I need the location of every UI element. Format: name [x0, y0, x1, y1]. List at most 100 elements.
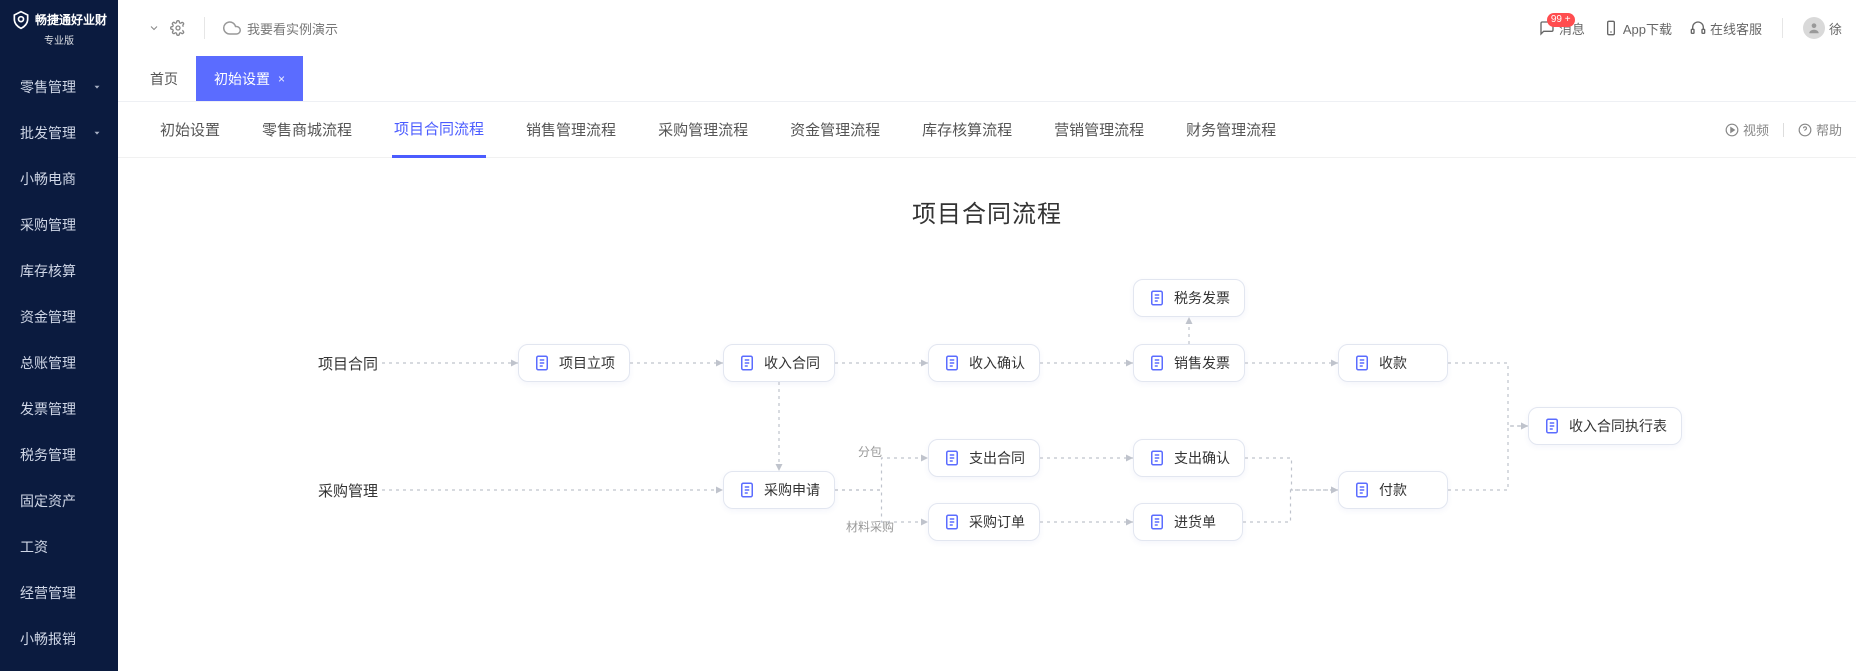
subtab-6[interactable]: 库存核算流程 — [920, 103, 1014, 156]
gear-icon[interactable] — [170, 20, 186, 36]
sidebar-item-10[interactable]: 工资 — [0, 524, 118, 570]
subtab-divider — [1783, 123, 1784, 137]
user-name: 徐 — [1829, 19, 1842, 38]
sidebar-item-6[interactable]: 总账管理 — [0, 340, 118, 386]
document-icon — [1148, 513, 1166, 531]
topbar-divider-2 — [1782, 18, 1783, 38]
document-icon — [943, 354, 961, 372]
messages-badge: 99 + — [1547, 13, 1575, 27]
flow-node-n11[interactable]: 进货单 — [1133, 503, 1243, 541]
sidebar-item-label: 库存核算 — [20, 261, 76, 281]
user-menu[interactable]: 徐 — [1803, 17, 1842, 39]
tab-close-icon[interactable]: × — [278, 72, 285, 86]
sidebar-item-11[interactable]: 经营管理 — [0, 570, 118, 616]
tab-label: 首页 — [150, 69, 178, 89]
subtab-8[interactable]: 财务管理流程 — [1184, 103, 1278, 156]
sidebar-item-1[interactable]: 批发管理 — [0, 110, 118, 156]
document-icon — [1353, 354, 1371, 372]
flow-section-label: 采购管理 — [318, 480, 378, 501]
brand-name: 畅捷通好业财 — [35, 11, 107, 28]
brand-logo-icon — [11, 10, 31, 30]
document-icon — [533, 354, 551, 372]
flow-node-n5[interactable]: 收款 — [1338, 344, 1448, 382]
flow-edge-label: 分包 — [858, 443, 882, 460]
video-link[interactable]: 视频 — [1725, 120, 1769, 139]
play-icon — [1725, 123, 1739, 137]
sidebar-item-8[interactable]: 税务管理 — [0, 432, 118, 478]
flow-node-label: 付款 — [1379, 480, 1407, 500]
document-icon — [738, 354, 756, 372]
sidebar-item-9[interactable]: 固定资产 — [0, 478, 118, 524]
flow-edge-label: 材料采购 — [846, 518, 894, 535]
sidebar-item-label: 小畅报销 — [20, 629, 76, 649]
support-label: 在线客服 — [1710, 19, 1762, 38]
document-icon — [1148, 354, 1166, 372]
avatar — [1803, 17, 1825, 39]
flow-node-label: 项目立项 — [559, 353, 615, 373]
document-icon — [943, 449, 961, 467]
sidebar-item-label: 税务管理 — [20, 445, 76, 465]
left-sidebar: 零售管理批发管理小畅电商采购管理库存核算资金管理总账管理发票管理税务管理固定资产… — [0, 56, 118, 671]
flow-node-n4[interactable]: 销售发票 — [1133, 344, 1245, 382]
sidebar-item-12[interactable]: 小畅报销 — [0, 616, 118, 662]
brand-sub: 专业版 — [44, 32, 74, 47]
flow-node-n12[interactable]: 付款 — [1338, 471, 1448, 509]
flow-node-n13[interactable]: 收入合同执行表 — [1528, 407, 1682, 445]
sidebar-item-3[interactable]: 采购管理 — [0, 202, 118, 248]
subtab-2[interactable]: 项目合同流程 — [392, 102, 486, 158]
sidebar-item-label: 采购管理 — [20, 215, 76, 235]
flow-node-n1[interactable]: 项目立项 — [518, 344, 630, 382]
demo-link[interactable]: 我要看实例演示 — [223, 19, 338, 38]
tab-label: 初始设置 — [214, 69, 270, 89]
sidebar-item-2[interactable]: 小畅电商 — [0, 156, 118, 202]
subtab-7[interactable]: 营销管理流程 — [1052, 103, 1146, 156]
flow-title: 项目合同流程 — [118, 194, 1856, 229]
flow-node-label: 支出合同 — [969, 448, 1025, 468]
flow-node-n6[interactable]: 税务发票 — [1133, 279, 1245, 317]
sidebar-item-0[interactable]: 零售管理 — [0, 64, 118, 110]
chevron-down-icon — [148, 22, 160, 34]
sidebar-item-label: 资金管理 — [20, 307, 76, 327]
document-icon — [1148, 289, 1166, 307]
flow-node-n10[interactable]: 支出确认 — [1133, 439, 1245, 477]
tab-0[interactable]: 首页 — [132, 56, 196, 101]
topbar-divider — [204, 17, 205, 39]
sidebar-item-label: 工资 — [20, 537, 48, 557]
help-icon — [1798, 123, 1812, 137]
document-icon — [738, 481, 756, 499]
subtab-0[interactable]: 初始设置 — [158, 103, 222, 156]
flow-node-n3[interactable]: 收入确认 — [928, 344, 1040, 382]
document-icon — [1148, 449, 1166, 467]
flow-node-label: 收入确认 — [969, 353, 1025, 373]
cloud-icon — [223, 19, 241, 37]
subtab-3[interactable]: 销售管理流程 — [524, 103, 618, 156]
sidebar-item-7[interactable]: 发票管理 — [0, 386, 118, 432]
flow-node-label: 收入合同 — [764, 353, 820, 373]
support-button[interactable]: 在线客服 — [1690, 19, 1762, 38]
flow-section-label: 项目合同 — [318, 353, 378, 374]
document-icon — [1543, 417, 1561, 435]
avatar-icon — [1807, 21, 1821, 35]
help-link[interactable]: 帮助 — [1798, 120, 1842, 139]
flow-node-label: 收款 — [1379, 353, 1407, 373]
tab-1[interactable]: 初始设置 × — [196, 56, 303, 101]
sidebar-item-label: 零售管理 — [20, 77, 76, 97]
video-label: 视频 — [1743, 120, 1769, 139]
subtab-4[interactable]: 采购管理流程 — [656, 103, 750, 156]
app-download-button[interactable]: App下载 — [1603, 19, 1672, 38]
messages-button[interactable]: 99 + 消息 — [1539, 19, 1585, 38]
sidebar-item-label: 批发管理 — [20, 123, 76, 143]
flow-node-n9[interactable]: 采购订单 — [928, 503, 1040, 541]
org-selector[interactable] — [138, 20, 186, 36]
subtab-1[interactable]: 零售商城流程 — [260, 103, 354, 156]
topbar: 畅捷通好业财 专业版 我要看实例演示 99 + 消息 App下载 在线客服 徐 — [0, 0, 1856, 56]
flow-node-label: 采购订单 — [969, 512, 1025, 532]
sidebar-item-label: 小畅电商 — [20, 169, 76, 189]
sidebar-item-5[interactable]: 资金管理 — [0, 294, 118, 340]
subtab-5[interactable]: 资金管理流程 — [788, 103, 882, 156]
flow-node-n8[interactable]: 支出合同 — [928, 439, 1040, 477]
flow-node-n2[interactable]: 收入合同 — [723, 344, 835, 382]
document-icon — [943, 513, 961, 531]
flow-node-n7[interactable]: 采购申请 — [723, 471, 835, 509]
sidebar-item-4[interactable]: 库存核算 — [0, 248, 118, 294]
